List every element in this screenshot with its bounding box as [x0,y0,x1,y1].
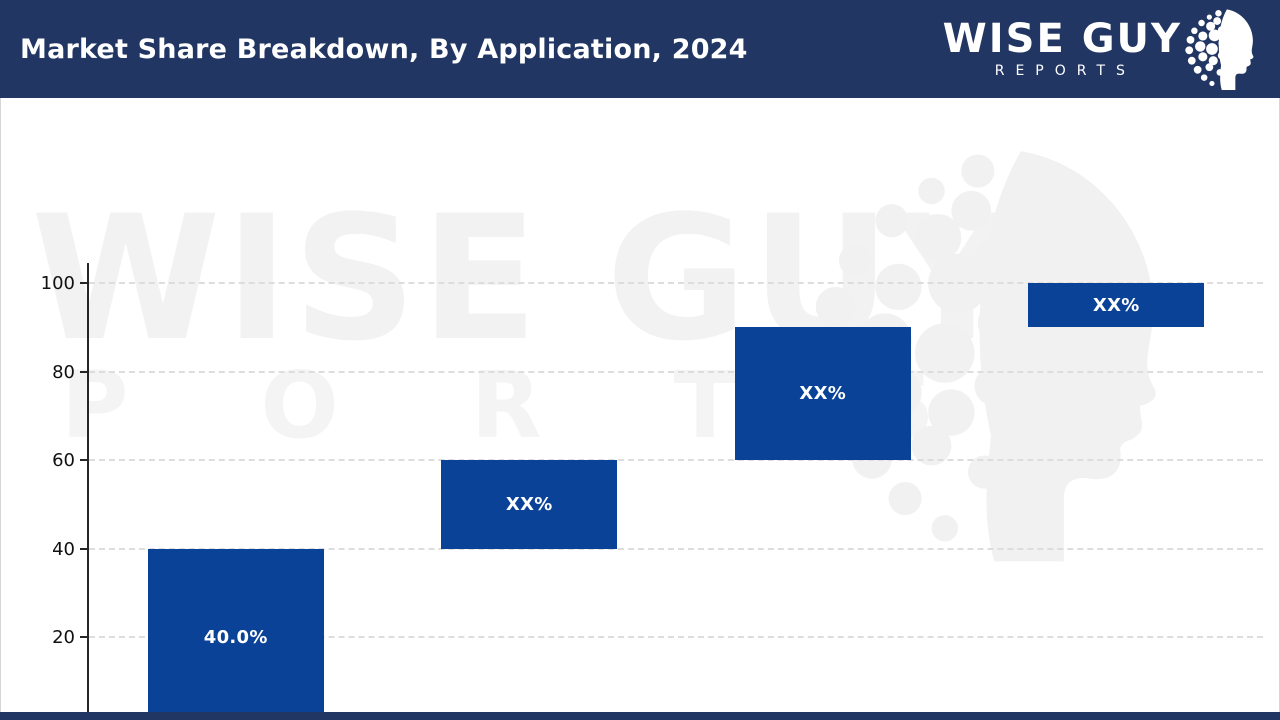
head-profile-icon [1185,9,1254,90]
gridline-20 [89,636,1263,639]
gridline-60 [89,459,1263,462]
bar-stress-relief: XX% [441,460,618,549]
logo-subtitle: REPORTS [994,63,1136,79]
header-bar: Market Share Breakdown, By Application, … [0,0,1280,98]
bar-value-label-beauty-treatments: XX% [1092,294,1140,316]
y-tick-label-60: 60 [52,450,75,472]
y-tick-mark-80 [80,370,87,373]
bar-beauty-treatments: XX% [1028,283,1205,328]
logo-wordmark: WISE GUY [942,16,1182,62]
y-tick-mark-100 [80,282,87,284]
gridline-80 [89,370,1263,373]
logo-text: WISE GUY REPORTS [943,19,1182,79]
footer-bar [0,712,1280,720]
bar-value-label-muscle-recovery: XX% [799,383,847,405]
y-tick-label-80: 80 [52,361,75,383]
y-axis-spine [87,263,89,720]
chart-canvas: WISE GUY P O R T S 020 [0,98,1280,720]
bar-pain-relief: 40.0% [147,548,324,720]
bar-value-label-pain-relief: 40.0% [203,626,268,648]
bar-muscle-recovery: XX% [734,327,911,461]
wise-guy-reports-logo: WISE GUY REPORTS [943,6,1262,92]
bar-value-label-stress-relief: XX% [505,494,553,516]
y-tick-label-100: 100 [40,273,75,294]
y-tick-mark-20 [80,636,87,639]
y-tick-label-40: 40 [52,538,75,560]
y-tick-label-20: 20 [52,627,75,649]
plot-area: 02040608010040.0%Pain ReliefXX%Stress Re… [41,263,1263,720]
page-title: Market Share Breakdown, By Application, … [20,33,748,65]
y-tick-mark-40 [80,547,87,550]
y-tick-mark-60 [80,459,87,462]
gridline-100 [89,282,1263,284]
gridline-40 [89,547,1263,550]
